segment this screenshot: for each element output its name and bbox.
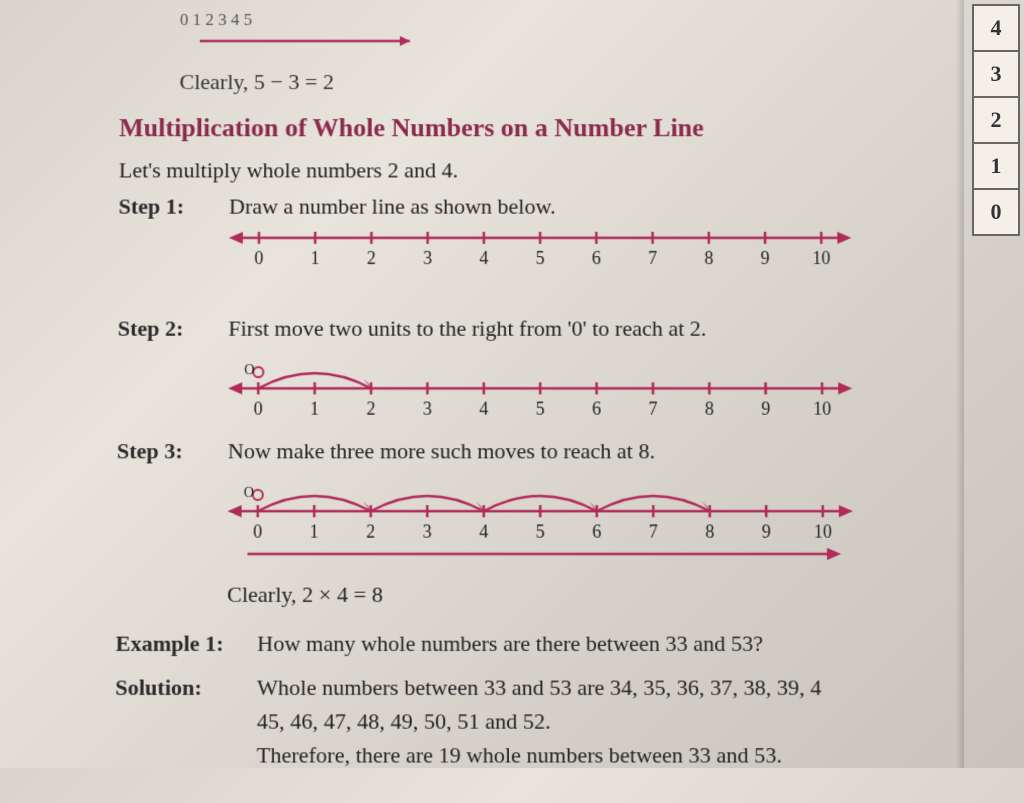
svg-text:1: 1	[311, 248, 320, 268]
svg-text:8: 8	[704, 248, 713, 268]
step-1-text: Draw a number line as shown below.	[229, 194, 556, 220]
number-line-3: O 0 1 2 3 4 5 6 7 8 9 10	[227, 471, 853, 563]
solution-text: Whole numbers between 33 and 53 are 34, …	[257, 670, 822, 771]
ruler-cell: 0	[972, 188, 1020, 236]
step-3-row: Step 3: Now make three more such moves t…	[117, 438, 988, 464]
solution-label: Solution:	[115, 674, 257, 701]
example-row: Example 1: How many whole numbers are th…	[115, 626, 989, 660]
svg-text:5: 5	[536, 248, 545, 268]
svg-text:4: 4	[479, 521, 488, 541]
step-2-label: Step 2:	[118, 316, 229, 342]
svg-text:1: 1	[310, 521, 319, 541]
svg-text:6: 6	[592, 399, 601, 419]
svg-text:4: 4	[479, 248, 488, 268]
svg-text:9: 9	[761, 399, 770, 419]
svg-text:6: 6	[592, 521, 601, 541]
svg-text:1: 1	[310, 399, 319, 419]
svg-text:0: 0	[254, 399, 263, 419]
ruler-cell: 2	[972, 96, 1020, 144]
svg-text:2: 2	[367, 248, 376, 268]
solution-row: Solution: Whole numbers between 33 and 5…	[115, 670, 991, 771]
svg-text:2: 2	[366, 521, 375, 541]
ruler-cell: 1	[972, 142, 1020, 190]
solution-line1: Whole numbers between 33 and 53 are 34, …	[257, 674, 822, 700]
ruler-cell: 3	[972, 50, 1020, 98]
clearly-1: Clearly, 5 − 3 = 2	[179, 69, 984, 95]
svg-text:2: 2	[366, 399, 375, 419]
step-2-text: First move two units to the right from '…	[228, 316, 706, 342]
step-3-text: Now make three more such moves to reach …	[228, 438, 655, 464]
svg-text:10: 10	[812, 248, 830, 268]
svg-text:3: 3	[423, 399, 432, 419]
solution-line2: 45, 46, 47, 48, 49, 50, 51 and 52.	[257, 708, 551, 734]
number-line-1-wrap: 0 1 2 3 4 5 6 7 8 9 10	[229, 226, 987, 302]
svg-text:O: O	[244, 486, 254, 501]
svg-text:O: O	[244, 363, 254, 378]
section-heading: Multiplication of Whole Numbers on a Num…	[119, 113, 985, 143]
svg-text:9: 9	[762, 521, 771, 541]
solution-line3: Therefore, there are 19 whole numbers be…	[257, 742, 783, 768]
step-3-label: Step 3:	[117, 438, 228, 464]
intro-text: Let's multiply whole numbers 2 and 4.	[119, 157, 986, 183]
ruler-cell: 4	[972, 4, 1020, 52]
svg-text:0: 0	[254, 248, 263, 268]
svg-text:4: 4	[479, 399, 488, 419]
number-line-2-wrap: O 0 1 2 3 4 5 6 7 8 9 10	[228, 348, 988, 424]
svg-text:5: 5	[536, 399, 545, 419]
step-1-row: Step 1: Draw a number line as shown belo…	[118, 194, 985, 220]
number-line-3-wrap: O 0 1 2 3 4 5 6 7 8 9 10	[227, 471, 988, 568]
clearly-2: Clearly, 2 × 4 = 8	[227, 581, 989, 608]
step-1-label: Step 1:	[118, 194, 229, 220]
example-label: Example 1:	[116, 630, 258, 657]
svg-text:8: 8	[705, 521, 714, 541]
svg-text:9: 9	[761, 248, 770, 268]
svg-text:7: 7	[648, 248, 657, 268]
svg-text:7: 7	[649, 521, 658, 541]
svg-text:7: 7	[648, 399, 657, 419]
top-partial-numbers: 0 1 2 3 4 5	[180, 10, 984, 30]
example-text: How many whole numbers are there between…	[257, 626, 763, 660]
svg-text:3: 3	[423, 248, 432, 268]
number-line-1: 0 1 2 3 4 5 6 7 8 9 10	[229, 226, 852, 297]
svg-text:6: 6	[592, 248, 601, 268]
step-2-row: Step 2: First move two units to the righ…	[118, 316, 987, 342]
page-content: 0 1 2 3 4 5 Clearly, 5 − 3 = 2 Multiplic…	[0, 0, 1024, 803]
number-line-2: O 0 1 2 3 4 5 6 7 8 9 10	[228, 348, 853, 419]
svg-text:5: 5	[536, 521, 545, 541]
svg-text:10: 10	[813, 399, 831, 419]
svg-text:3: 3	[423, 521, 432, 541]
page-edge-shadow	[956, 0, 964, 768]
mini-arrow	[200, 34, 420, 48]
svg-text:10: 10	[814, 521, 832, 541]
svg-text:8: 8	[705, 399, 714, 419]
side-ruler: 4 3 2 1 0	[972, 4, 1020, 234]
svg-text:0: 0	[253, 521, 262, 541]
